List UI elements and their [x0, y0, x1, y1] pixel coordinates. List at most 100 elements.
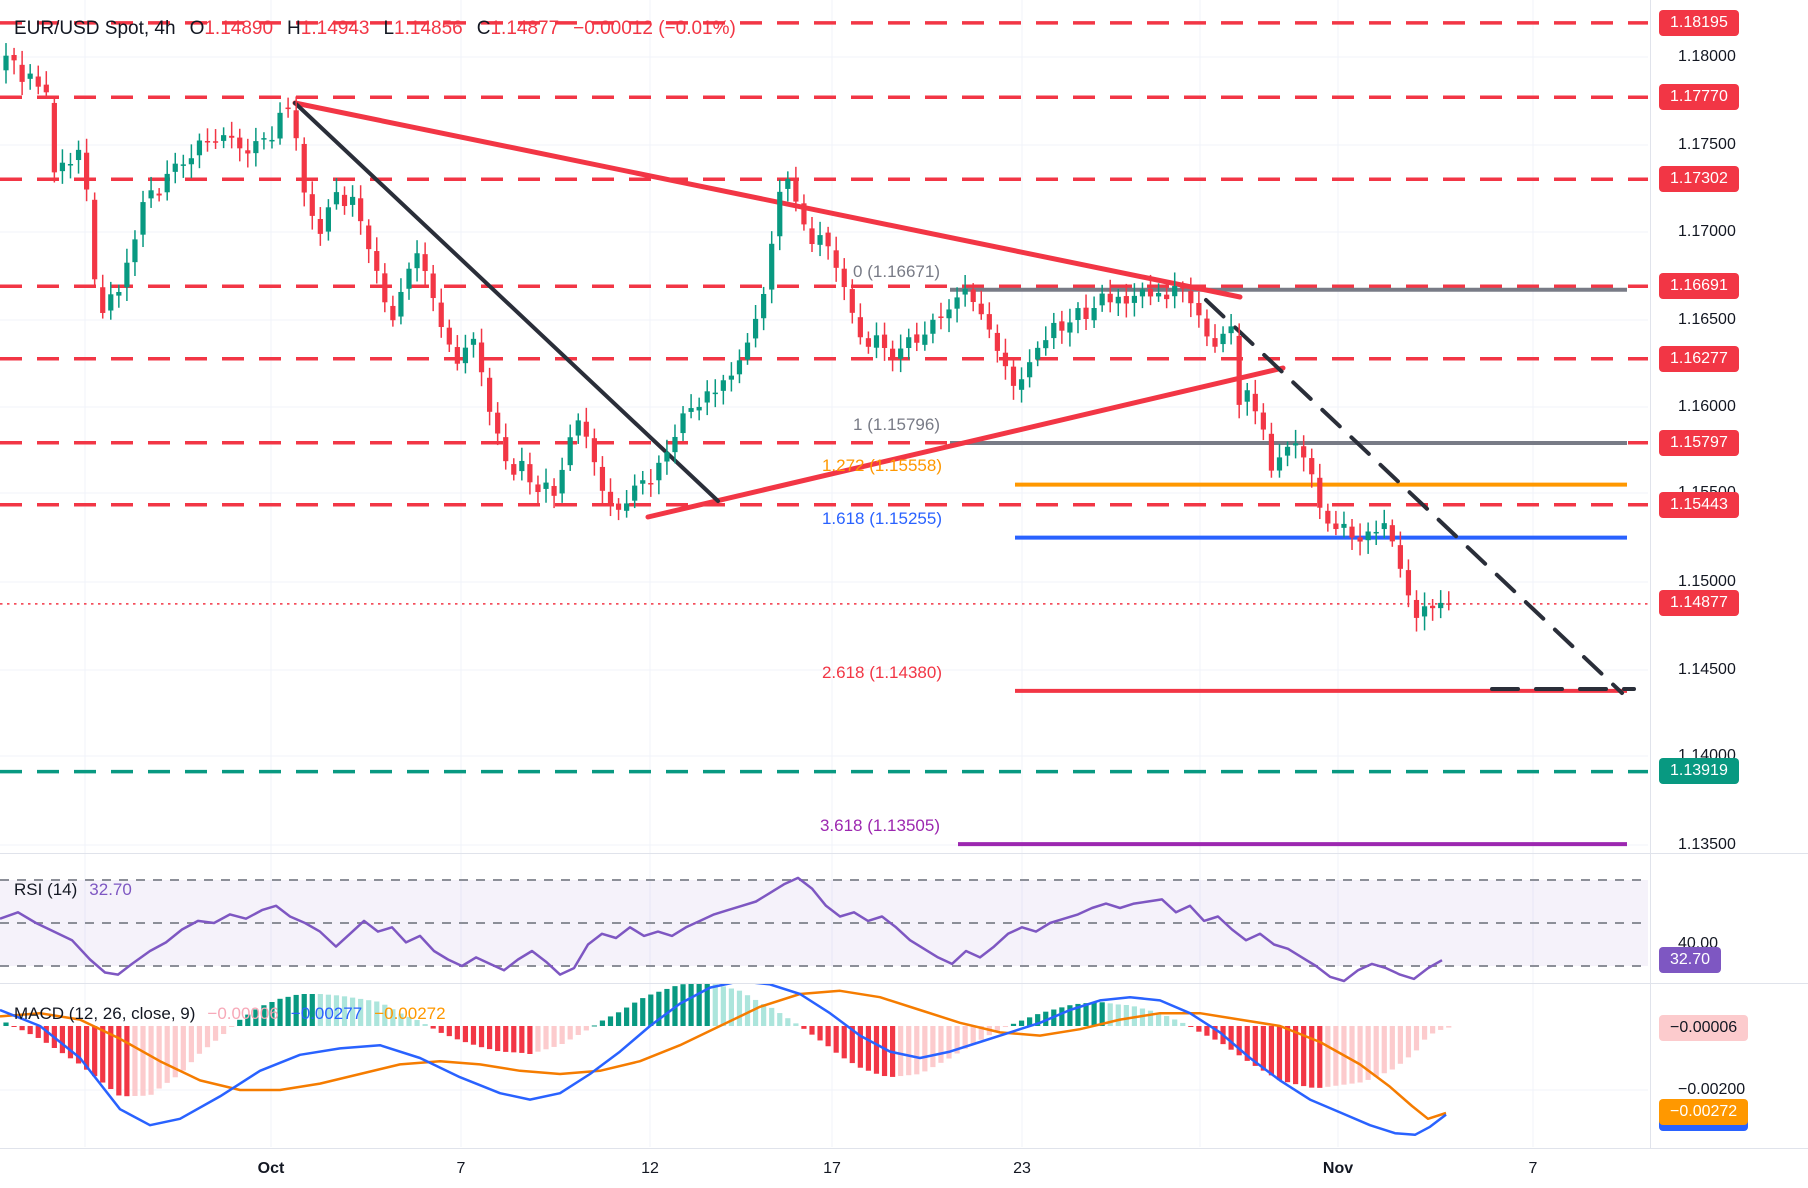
time-axis[interactable]: Oct 7 12 17 23 Nov 7	[0, 1148, 1808, 1188]
macd-histogram-bar	[849, 1026, 855, 1064]
candle-body	[648, 482, 654, 485]
macd-histogram-bar	[559, 1026, 565, 1045]
candle-body	[196, 140, 203, 156]
candle-body	[245, 150, 251, 154]
macd-histogram-bar	[293, 994, 299, 1026]
candle-body	[1446, 603, 1452, 605]
macd-histogram-bar	[1446, 1026, 1452, 1028]
candle-body	[212, 141, 219, 143]
macd-histogram-bar	[382, 1004, 388, 1026]
fib-label-1: 1 (1.15796)	[853, 415, 940, 434]
macd-histogram-bar	[237, 1019, 243, 1026]
candle-body	[261, 138, 267, 140]
macd-histogram-bar	[1357, 1026, 1363, 1083]
candle-body	[398, 291, 404, 317]
macd-histogram-bar	[1333, 1026, 1339, 1086]
macd-histogram-bar	[1413, 1026, 1420, 1051]
fib-label-2.618: 2.618 (1.14380)	[821, 663, 942, 682]
macd-label: MACD (12, 26, close, 9)	[14, 1004, 196, 1023]
macd-histogram-bar	[156, 1026, 162, 1089]
candle-body	[156, 193, 162, 196]
macd-histogram-bar	[640, 998, 646, 1026]
macd-pane[interactable]	[0, 981, 1452, 1137]
black-projection-dashed	[1204, 298, 1624, 695]
macd-histogram-bar	[938, 1026, 944, 1063]
symbol-title: EUR/USD Spot, 4h	[14, 18, 176, 39]
macd-histogram-bar	[221, 1026, 227, 1035]
price-badge-1.13919: 1.13919	[1659, 758, 1739, 784]
macd-histogram-bar	[212, 1026, 219, 1041]
candle-body	[35, 76, 41, 87]
macd-histogram-bar	[1276, 1026, 1283, 1081]
candle-body	[1341, 523, 1347, 528]
macd-histogram-bar	[1164, 1016, 1170, 1026]
price-tick-1.15000: 1.15000	[1678, 573, 1736, 590]
candle-body	[1349, 526, 1355, 538]
candle-body	[857, 317, 863, 338]
time-label-17: 17	[823, 1160, 841, 1177]
candle-body	[591, 438, 597, 463]
candle-body	[148, 190, 154, 199]
candle-body	[116, 291, 122, 296]
macd-histogram-bar	[245, 1014, 251, 1026]
fib-label-0: 0 (1.16671)	[853, 262, 940, 281]
macd-histogram-bar	[664, 988, 670, 1026]
candle-body	[1236, 335, 1242, 405]
ohlc-legend[interactable]: EUR/USD Spot, 4h O1.14890 H1.14943 L1.14…	[14, 18, 736, 40]
macd-histogram-bar	[1284, 1026, 1291, 1083]
candle-body	[865, 338, 872, 347]
macd-histogram-bar	[35, 1026, 41, 1038]
macd-histogram-bar	[229, 1026, 235, 1027]
macd-histogram-bar	[390, 1009, 396, 1026]
macd-histogram-bar	[769, 1007, 775, 1026]
candle-body	[849, 289, 855, 313]
candle-body	[1405, 570, 1412, 596]
macd-histogram-bar	[519, 1026, 525, 1053]
macd-histogram-bar	[551, 1026, 557, 1047]
macd-pane-title[interactable]: MACD (12, 26, close, 9) −0.00006 −0.0027…	[14, 1004, 446, 1024]
candle-body	[607, 491, 614, 504]
macd-histogram-bar	[470, 1026, 477, 1045]
pane-separator[interactable]	[0, 983, 1808, 984]
candle-body	[1365, 531, 1371, 541]
candle-body	[1220, 333, 1226, 345]
macd-histogram-bar	[462, 1026, 469, 1043]
price-axis[interactable]: 1.180001.175001.170001.165001.160001.155…	[1650, 0, 1808, 1148]
rsi-label: RSI (14)	[14, 880, 78, 899]
candle-body	[978, 303, 984, 315]
candle-body	[712, 392, 718, 395]
macd-histogram-bar	[994, 1026, 1000, 1031]
rsi-pane[interactable]	[0, 876, 1648, 983]
macd-histogram-bar	[761, 1004, 767, 1026]
candle-body	[1002, 352, 1009, 367]
price-pane[interactable]	[0, 21, 1648, 847]
candle-body	[374, 251, 380, 271]
macd-histogram-bar	[398, 1013, 404, 1026]
macd-histogram-bar	[92, 1026, 98, 1077]
macd-histogram-bar	[1091, 1002, 1097, 1026]
macd-histogram-bar	[752, 999, 759, 1026]
candle-body	[769, 243, 775, 290]
candles-layer[interactable]	[3, 43, 1452, 632]
candle-body	[1131, 295, 1137, 303]
candle-body	[325, 207, 331, 232]
candle-body	[285, 107, 291, 110]
macd-histogram-bar	[615, 1012, 622, 1026]
macd-histogram-bar	[341, 996, 348, 1026]
macd-histogram-bar	[253, 1009, 259, 1026]
candle-body	[1244, 390, 1250, 402]
macd-histogram-bar	[180, 1026, 186, 1071]
macd-histogram-bar	[1180, 1022, 1186, 1026]
pane-separator[interactable]	[0, 853, 1808, 854]
macd-tick: −0.00200	[1678, 1081, 1746, 1098]
macd-histogram-bar	[172, 1026, 178, 1078]
macd-signal-value: −0.00272	[374, 1004, 446, 1023]
time-label-12: 12	[641, 1160, 659, 1177]
macd-histogram-bar	[744, 995, 751, 1026]
rsi-pane-title[interactable]: RSI (14) 32.70	[14, 880, 132, 900]
macd-histogram-bar	[906, 1026, 912, 1076]
macd-histogram-bar	[1309, 1026, 1315, 1088]
price-tick-1.13500: 1.13500	[1678, 836, 1736, 853]
macd-histogram-bar	[817, 1026, 823, 1041]
